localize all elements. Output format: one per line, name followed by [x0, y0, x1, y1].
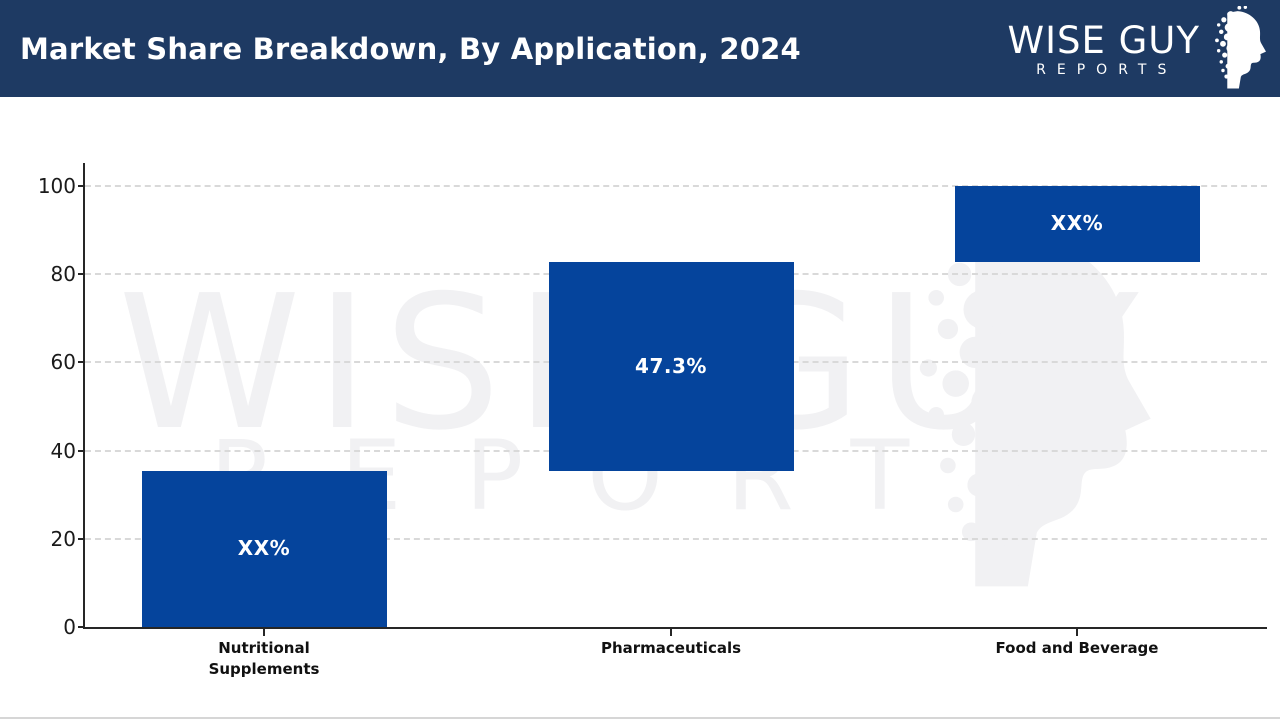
- y-tick-label-100: 100: [37, 174, 76, 198]
- bar-1: XX%: [141, 470, 387, 627]
- y-tick-100: [78, 185, 85, 187]
- watermark-head-profile-icon: [919, 235, 1151, 587]
- y-tick-label-40: 40: [50, 438, 76, 463]
- bar-2: 47.3%: [548, 262, 794, 471]
- y-tick-label-80: 80: [50, 262, 76, 287]
- bar-value-label-2: 47.3%: [635, 353, 707, 378]
- x-axis-line: [83, 627, 1267, 629]
- y-tick-40: [78, 449, 85, 452]
- y-tick-80: [78, 273, 85, 276]
- wise-guy-reports-logo: WISE GUY REPORTS: [1008, 4, 1272, 94]
- logo-subtitle: REPORTS: [1036, 61, 1178, 78]
- y-tick-0: [78, 626, 85, 628]
- y-tick-20: [78, 537, 85, 540]
- x-tick-1: [263, 629, 265, 636]
- bottom-divider: [0, 717, 1280, 719]
- y-tick-label-60: 60: [50, 350, 76, 375]
- gridline-20: [85, 537, 1267, 540]
- bar-value-label-3: XX%: [1050, 211, 1104, 236]
- logo-wordmark: WISE GUY: [1007, 18, 1200, 62]
- gridline-100: [85, 185, 1267, 187]
- x-tick-3: [1076, 629, 1078, 636]
- y-axis-line: [83, 163, 85, 629]
- x-tick-2: [670, 629, 672, 636]
- header-bar: Market Share Breakdown, By Application, …: [0, 0, 1280, 97]
- bar-3: XX%: [954, 186, 1200, 263]
- logo-text: WISE GUY REPORTS: [1007, 18, 1200, 78]
- category-label-3: Food and Beverage: [995, 639, 1159, 657]
- category-label-2: Pharmaceuticals: [600, 639, 742, 657]
- y-tick-60: [78, 361, 85, 364]
- page-title: Market Share Breakdown, By Application, …: [20, 31, 801, 66]
- category-label-1: Nutritional Supplements: [208, 639, 320, 678]
- head-profile-icon: [1215, 6, 1266, 89]
- y-tick-label-20: 20: [50, 526, 76, 551]
- y-tick-label-0: 0: [63, 615, 76, 639]
- bar-value-label-1: XX%: [237, 535, 291, 560]
